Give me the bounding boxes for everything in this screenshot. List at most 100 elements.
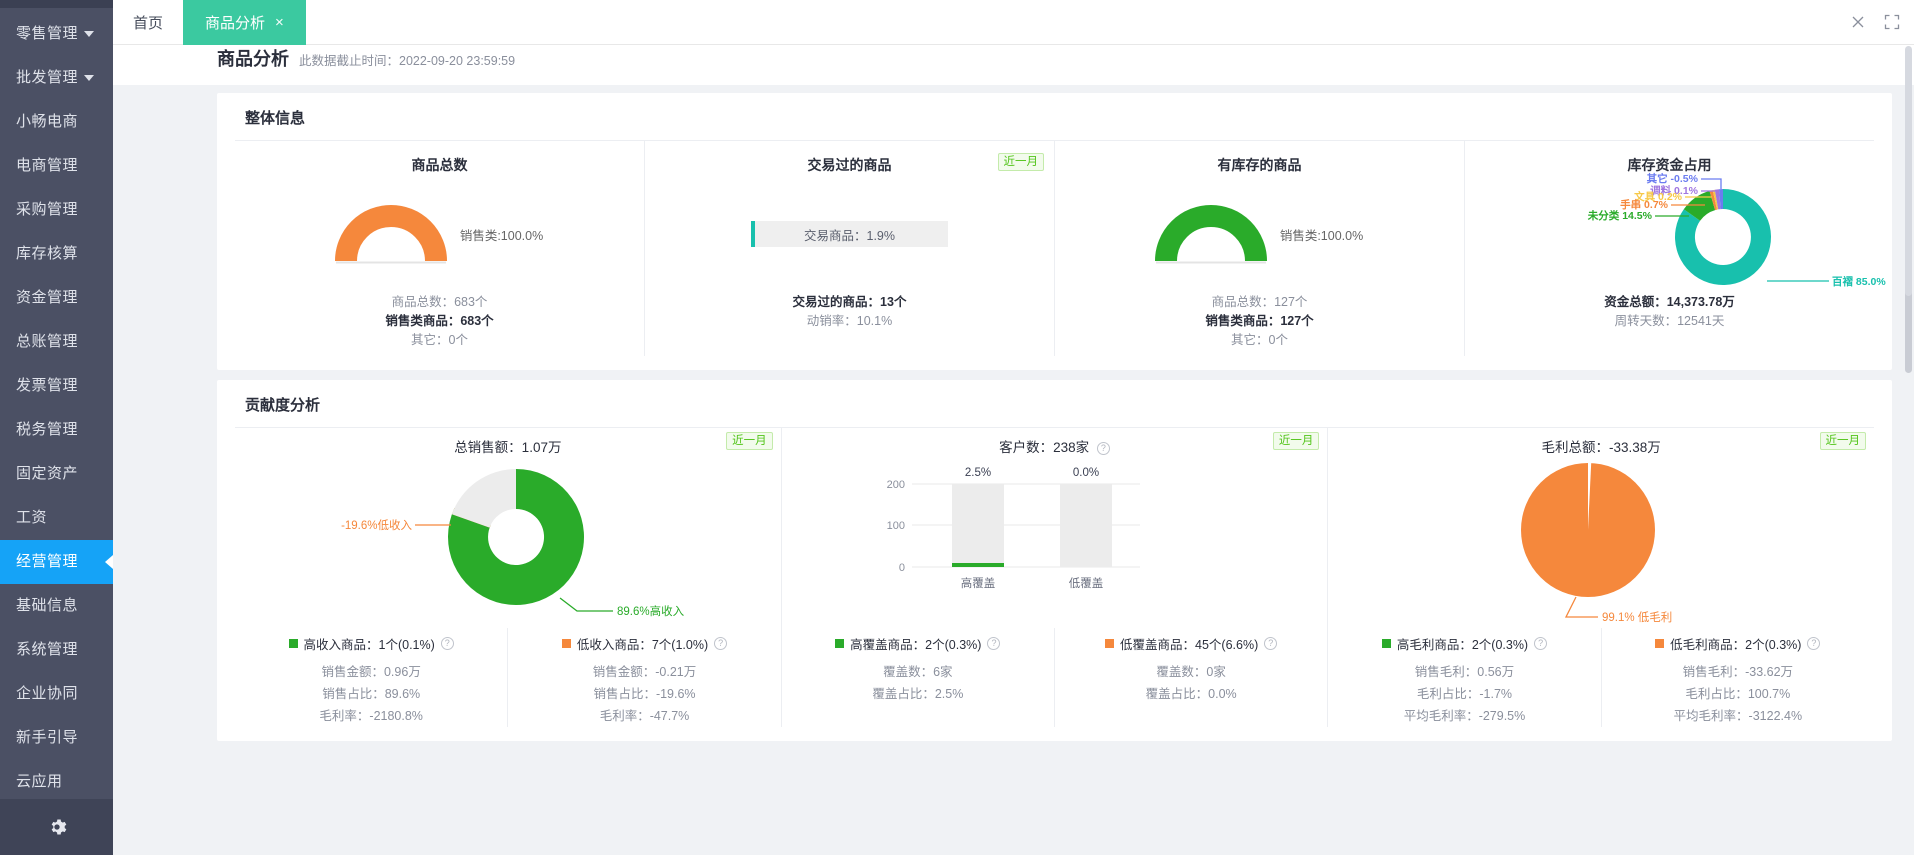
panel-inventory-capital: 库存资金占用: [1464, 141, 1886, 356]
legend-line: 平均毛利率：-279.5%: [1403, 709, 1526, 723]
gauge-green-icon: [1154, 205, 1267, 264]
legend-line: 销售金额：-0.21万: [592, 665, 697, 679]
legend-label: 低毛利商品：2个(0.3%): [1670, 638, 1802, 652]
traded-progress-label: 交易商品：1.9%: [804, 228, 895, 243]
badge-recent-month: 近一月: [1819, 432, 1867, 450]
badge-recent-month: 近一月: [997, 153, 1044, 171]
legend-line: 覆盖数：6家: [883, 665, 953, 679]
sidebar-item-5[interactable]: 库存核算: [0, 232, 113, 276]
window-close-icon[interactable]: [1850, 14, 1866, 30]
legend-label: 高毛利商品：2个(0.3%): [1396, 638, 1529, 652]
svg-text:200: 200: [886, 479, 904, 491]
legend-title: 高覆盖商品：2个(0.3%) ?: [782, 634, 1054, 653]
legend-line: 毛利率：-2180.8%: [319, 709, 423, 723]
sidebar-item-label: 小畅电商: [16, 112, 79, 130]
sidebar-item-17[interactable]: 云应用: [0, 760, 113, 799]
sidebar-item-13[interactable]: 基础信息: [0, 584, 113, 628]
svg-text:2.5%: 2.5%: [964, 467, 990, 479]
gear-icon[interactable]: [47, 817, 67, 837]
svg-text:文具 0.2%: 文具 0.2%: [1633, 190, 1683, 203]
help-icon[interactable]: ?: [1096, 441, 1110, 455]
legend-line: 销售毛利：0.56万: [1414, 665, 1515, 679]
legend-title: 高毛利商品：2个(0.3%) ?: [1328, 634, 1600, 653]
sidebar-item-label: 采购管理: [16, 200, 79, 218]
page-title: 商品分析: [217, 49, 289, 69]
sidebar-item-7[interactable]: 总账管理: [0, 320, 113, 364]
sidebar-item-16[interactable]: 新手引导: [0, 716, 113, 760]
legend-title: 低毛利商品：2个(0.3%) ?: [1602, 634, 1874, 653]
sidebar-item-3[interactable]: 电商管理: [0, 144, 113, 188]
total-products-gauge-label: 销售类:100.0%: [459, 228, 544, 243]
panel-total-products-title: 商品总数: [411, 157, 468, 173]
legend-label: 高覆盖商品：2个(0.3%): [850, 638, 982, 652]
legend-line: 销售毛利：-33.62万: [1682, 665, 1794, 679]
sidebar-item-10[interactable]: 固定资产: [0, 452, 113, 496]
sidebar-item-14[interactable]: 系统管理: [0, 628, 113, 672]
help-icon[interactable]: ?: [1807, 637, 1821, 650]
sales-donut-svg: -19.6%低收入 89.6%高收入: [341, 469, 684, 618]
legend-title: 高收入商品：1个(0.1%) ?: [235, 634, 507, 653]
help-icon[interactable]: ?: [1534, 637, 1548, 650]
tab-home[interactable]: 首页: [113, 0, 183, 45]
help-icon[interactable]: ?: [440, 637, 454, 650]
legend-dot-icon: [1655, 639, 1665, 648]
window-scrollbar[interactable]: [1905, 0, 1912, 855]
close-icon[interactable]: ×: [275, 14, 284, 31]
help-icon[interactable]: ?: [714, 637, 728, 650]
gross-profit-label: 99.1% 低毛利: [1602, 611, 1672, 624]
help-icon[interactable]: ?: [1264, 637, 1278, 650]
sidebar-item-15[interactable]: 企业协同: [0, 672, 113, 716]
sidebar-item-0[interactable]: 零售管理: [0, 12, 113, 56]
sidebar-item-2[interactable]: 小畅电商: [0, 100, 113, 144]
svg-text:0: 0: [898, 562, 904, 574]
svg-text:其它 -0.5%: 其它 -0.5%: [1646, 172, 1698, 185]
tab-bar: 首页 商品分析 ×: [113, 0, 1914, 45]
sidebar-item-label: 固定资产: [16, 464, 79, 482]
inventory-capital-donut-svg: 其它 -0.5% 调料 0.1% 文具 0.2% 手串 0.7% 未分类 14.…: [1586, 172, 1886, 288]
sidebar-menu: 零售管理 批发管理小畅电商电商管理采购管理库存核算 资金管理总账管理发票管理税务管理…: [0, 8, 113, 799]
total-products-gauge: 销售类:100.0%: [243, 175, 636, 293]
svg-text:未分类 14.5%: 未分类 14.5%: [1586, 209, 1652, 222]
sales-contribution-donut: -19.6%低收入 89.6%高收入: [241, 460, 775, 628]
sidebar-item-4[interactable]: 采购管理: [0, 188, 113, 232]
stat-line: 销售类商品：683个: [385, 314, 494, 328]
legend-line: 销售金额：0.96万: [321, 665, 421, 679]
legend-high-income: 高收入商品：1个(0.1%) ? 销售金额：0.96万 销售占比：89.6% 毛…: [235, 628, 507, 727]
total-products-stats: 商品总数：683个 销售类商品：683个 其它：0个: [243, 293, 636, 350]
legend-line: 销售占比：-19.6%: [593, 687, 696, 701]
window-scrollbar-thumb[interactable]: [1905, 46, 1912, 296]
panel-in-stock-products-title: 有库存的商品: [1217, 157, 1302, 173]
legend-line: 覆盖占比：2.5%: [872, 687, 964, 701]
sidebar-item-label: 发票管理: [16, 376, 79, 394]
traded-progress-bar: 交易商品：1.9%: [751, 221, 948, 247]
tab-bar-actions: [1850, 0, 1914, 44]
sidebar-item-label: 工资: [16, 508, 48, 526]
content-scroll-area: 整体信息 商品总数 销售类:100.0%: [113, 85, 1914, 855]
panel-gross-profit: 毛利总额：-33.38万 近一月 99: [1327, 428, 1874, 628]
sidebar-item-6[interactable]: 资金管理: [0, 276, 113, 320]
contribution-title: 贡献度分析: [235, 380, 1874, 428]
sidebar-item-12[interactable]: 经营管理: [0, 539, 113, 584]
legend-lines: 销售金额：0.96万 销售占比：89.6% 毛利率：-2180.8%: [235, 661, 507, 727]
sidebar-item-label: 总账管理: [16, 332, 79, 350]
sidebar-item-9[interactable]: 税务管理: [0, 408, 113, 452]
sidebar-item-1[interactable]: 批发管理: [0, 56, 113, 100]
legend-low-income: 低收入商品：7个(1.0%) ? 销售金额：-0.21万 销售占比：-19.6%…: [507, 628, 780, 727]
svg-text:-19.6%低收入: -19.6%低收入: [341, 518, 412, 532]
main-area: 首页 商品分析 × 商品分析: [113, 0, 1914, 855]
help-icon[interactable]: ?: [987, 637, 1001, 650]
inventory-capital-donut: 其它 -0.5% 调料 0.1% 文具 0.2% 手串 0.7% 未分类 14.…: [1473, 172, 1886, 293]
fullscreen-icon[interactable]: [1884, 14, 1900, 30]
coverage-bar-chart: 200 100 0 2.5%: [788, 460, 1322, 628]
svg-text:高覆盖: 高覆盖: [960, 576, 995, 590]
traded-products-bar: 交易商品：1.9%: [653, 175, 1046, 293]
sidebar-item-8[interactable]: 发票管理: [0, 364, 113, 408]
stat-line: 商品总数：127个: [1211, 295, 1308, 309]
sidebar-item-11[interactable]: 工资: [0, 496, 113, 540]
svg-text:调料 0.1%: 调料 0.1%: [1650, 184, 1699, 197]
panel-customer-count: 客户数：238家 ? 近一月: [780, 428, 1328, 628]
traded-products-stats: 交易过的商品：13个 动销率：10.1%: [653, 293, 1046, 331]
gross-profit-pie: 99.1% 低毛利: [1334, 460, 1868, 628]
overall-panel-row: 商品总数 销售类:100.0%: [235, 141, 1886, 356]
tab-product-analysis[interactable]: 商品分析 ×: [183, 0, 306, 45]
